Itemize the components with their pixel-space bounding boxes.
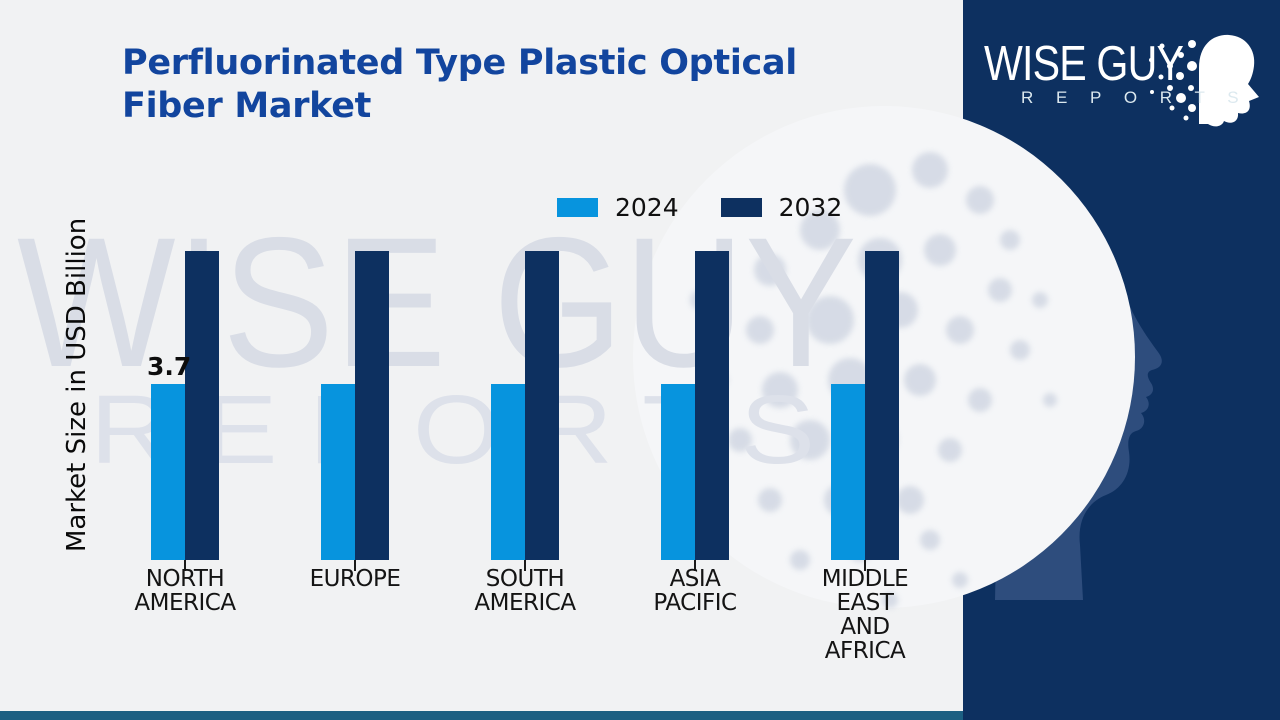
legend-label-2032: 2032	[778, 193, 843, 222]
footer-accent-bar	[0, 711, 963, 720]
bar-2032-south-america	[525, 251, 559, 560]
bar-2024-asia-pacific	[661, 384, 695, 560]
category-label-south-america: SOUTH AMERICA	[474, 566, 576, 616]
value-label-north-america: 3.7	[147, 352, 192, 381]
logo-head-icon	[1149, 34, 1259, 127]
y-axis-label: Market Size in USD Billion	[62, 217, 92, 552]
category-label-asia-pacific: ASIA PACIFIC	[653, 566, 737, 616]
bar-2032-north-america	[185, 251, 219, 560]
category-label-middle-east-and-africa: MIDDLE EAST AND AFRICA	[821, 566, 909, 664]
axis-tick-north-america	[184, 560, 186, 571]
axis-tick-asia-pacific	[694, 560, 696, 571]
axis-tick-europe	[354, 560, 356, 571]
legend-swatch-2032	[720, 198, 762, 217]
category-label-north-america: NORTH AMERICA	[134, 566, 236, 616]
logo-wordmark: WISE GUY	[984, 37, 1184, 91]
bar-2024-europe	[321, 384, 355, 560]
category-label-europe: EUROPE	[309, 566, 401, 592]
legend: 2024 2032	[557, 193, 842, 222]
legend-label-2024: 2024	[615, 193, 679, 222]
bar-2024-middle-east-and-africa	[831, 384, 865, 560]
bar-2024-south-america	[491, 384, 525, 560]
logo-reports-label: R E P O R T S	[1021, 88, 1248, 107]
axis-tick-south-america	[524, 560, 526, 571]
legend-item-2024: 2024	[557, 193, 679, 222]
bar-2032-middle-east-and-africa	[865, 251, 899, 560]
bar-2032-europe	[355, 251, 389, 560]
legend-item-2032: 2032	[720, 193, 843, 222]
axis-tick-middle-east-and-africa	[864, 560, 866, 571]
legend-swatch-2024	[557, 198, 598, 217]
bar-2024-north-america	[151, 384, 185, 560]
bar-2032-asia-pacific	[695, 251, 729, 560]
page-title: Perfluorinated Type Plastic Optical Fibe…	[122, 43, 798, 126]
